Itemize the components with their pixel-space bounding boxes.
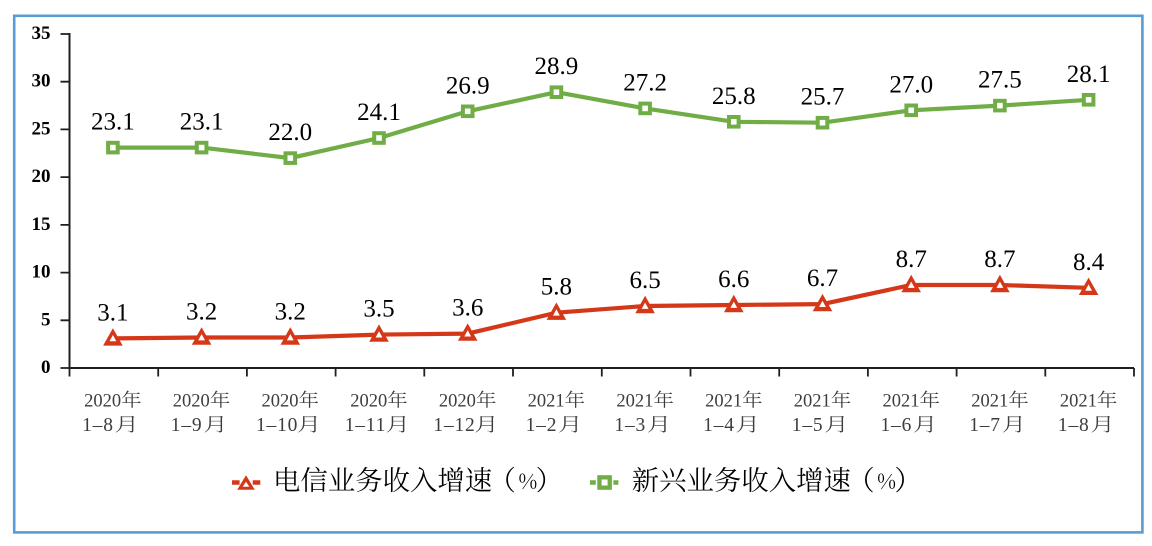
svg-text:6.5: 6.5 bbox=[629, 267, 660, 294]
svg-text:25.7: 25.7 bbox=[801, 84, 845, 111]
svg-text:1–3: 1–3 bbox=[614, 415, 646, 436]
svg-text:6.6: 6.6 bbox=[718, 266, 749, 293]
svg-text:5.8: 5.8 bbox=[541, 274, 572, 301]
svg-text:1–7: 1–7 bbox=[969, 415, 1001, 436]
svg-text:20: 20 bbox=[32, 166, 51, 187]
svg-text:2021: 2021 bbox=[971, 392, 1008, 412]
svg-text:3.5: 3.5 bbox=[363, 296, 394, 323]
svg-text:8.7: 8.7 bbox=[896, 246, 927, 273]
svg-text:2020: 2020 bbox=[173, 392, 210, 412]
svg-text:28.9: 28.9 bbox=[535, 53, 579, 80]
svg-text:3.2: 3.2 bbox=[275, 299, 306, 326]
svg-text:2021: 2021 bbox=[883, 392, 920, 412]
svg-text:2020: 2020 bbox=[262, 392, 299, 412]
svg-text:2020: 2020 bbox=[350, 392, 387, 412]
svg-text:25: 25 bbox=[32, 118, 51, 139]
svg-text:2021: 2021 bbox=[616, 392, 653, 412]
svg-text:3.2: 3.2 bbox=[186, 299, 217, 326]
svg-text:3.1: 3.1 bbox=[97, 299, 128, 326]
svg-text:1–11: 1–11 bbox=[345, 415, 386, 436]
svg-text:24.1: 24.1 bbox=[357, 99, 401, 126]
svg-text:15: 15 bbox=[32, 214, 51, 235]
svg-text:2021: 2021 bbox=[528, 392, 565, 412]
svg-text:6.7: 6.7 bbox=[807, 265, 838, 292]
svg-text:25.8: 25.8 bbox=[712, 83, 756, 110]
svg-text:5: 5 bbox=[41, 309, 51, 330]
svg-text:3.6: 3.6 bbox=[452, 295, 483, 322]
svg-text:22.0: 22.0 bbox=[268, 119, 312, 146]
svg-text:1–8: 1–8 bbox=[82, 415, 114, 436]
svg-text:1–2: 1–2 bbox=[526, 415, 558, 436]
svg-text:0: 0 bbox=[41, 357, 51, 378]
svg-text:1–6: 1–6 bbox=[881, 415, 913, 436]
svg-text:2021: 2021 bbox=[1060, 392, 1097, 412]
svg-text:23.1: 23.1 bbox=[180, 109, 224, 136]
svg-text:30: 30 bbox=[32, 71, 51, 92]
svg-text:8.7: 8.7 bbox=[984, 246, 1015, 273]
svg-text:2021: 2021 bbox=[794, 392, 831, 412]
svg-text:35: 35 bbox=[32, 23, 51, 44]
svg-text:26.9: 26.9 bbox=[446, 72, 490, 99]
svg-text:23.1: 23.1 bbox=[91, 109, 135, 136]
svg-text:27.2: 27.2 bbox=[623, 69, 667, 96]
svg-text:27.0: 27.0 bbox=[889, 71, 933, 98]
svg-text:8.4: 8.4 bbox=[1073, 249, 1105, 276]
svg-text:1–8: 1–8 bbox=[1058, 415, 1090, 436]
svg-text:1–10: 1–10 bbox=[256, 415, 298, 436]
svg-text:2021: 2021 bbox=[705, 392, 742, 412]
svg-text:10: 10 bbox=[32, 262, 51, 283]
svg-text:1–12: 1–12 bbox=[433, 415, 475, 436]
svg-text:2020: 2020 bbox=[439, 392, 476, 412]
svg-text:1–5: 1–5 bbox=[792, 415, 824, 436]
svg-text:2020: 2020 bbox=[84, 392, 121, 412]
svg-text:1–9: 1–9 bbox=[171, 415, 203, 436]
svg-text:27.5: 27.5 bbox=[978, 67, 1022, 94]
svg-text:1–4: 1–4 bbox=[703, 415, 735, 436]
svg-text:28.1: 28.1 bbox=[1067, 61, 1111, 88]
